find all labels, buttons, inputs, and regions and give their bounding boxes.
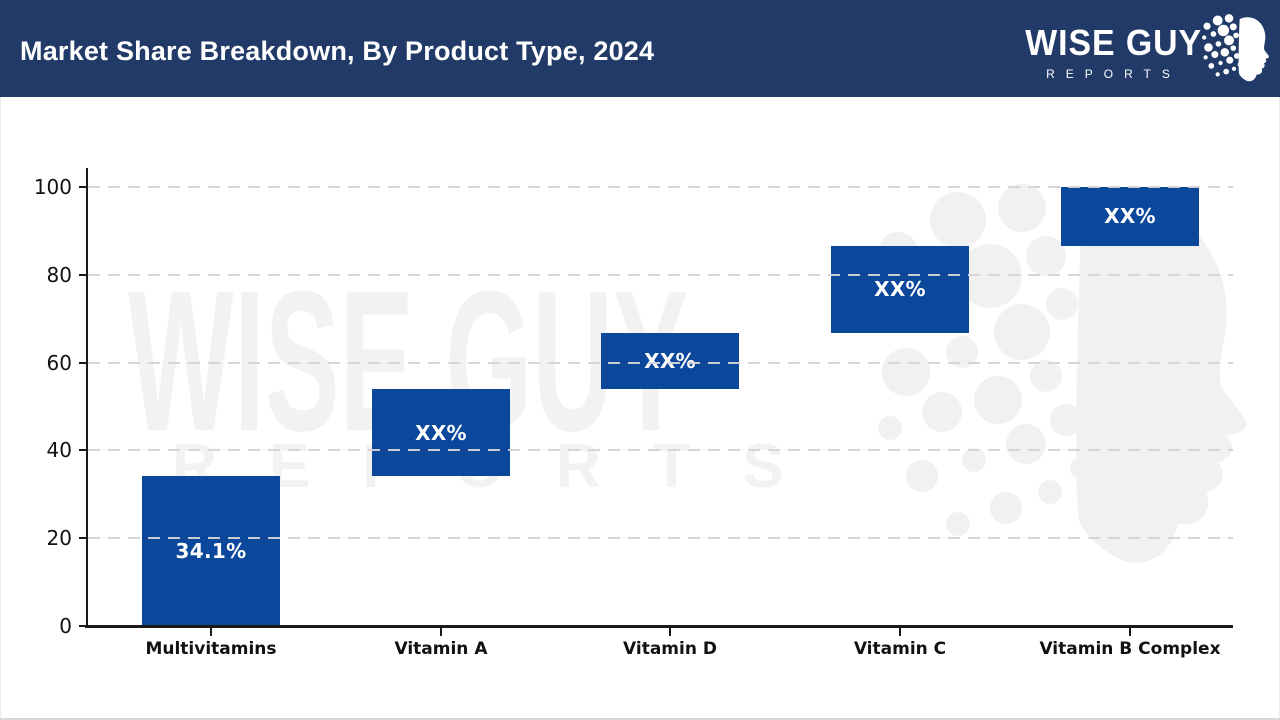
wise-guy-logo: WISE GUY REPORTS	[1004, 8, 1269, 92]
logo-text: WISE GUY REPORTS	[1014, 22, 1202, 81]
bar: 34.1%	[142, 476, 280, 626]
x-category-label: Vitamin B Complex	[1039, 639, 1221, 659]
page-title: Market Share Breakdown, By Product Type,…	[20, 36, 655, 66]
x-axis-line	[85, 625, 1233, 628]
footer-divider-line	[0, 718, 1280, 720]
bar-value-label: XX%	[415, 420, 467, 445]
bar-value-label: XX%	[1104, 204, 1156, 229]
y-tick-label: 40	[46, 438, 72, 463]
x-category-label: Vitamin C	[853, 639, 947, 659]
y-tick	[79, 361, 86, 364]
y-tick-label: 80	[46, 262, 72, 287]
y-axis-line	[86, 168, 88, 628]
x-category-label: Vitamin D	[623, 639, 717, 659]
dotted-head-icon	[1202, 14, 1269, 82]
bar-value-label: 34.1%	[175, 539, 247, 564]
header-bar: Market Share Breakdown, By Product Type,…	[0, 0, 1280, 97]
x-tick	[899, 628, 901, 636]
y-tick-label: 20	[46, 526, 72, 551]
watermark-dotted-head	[870, 184, 1247, 563]
x-tick	[669, 628, 671, 636]
x-category-label: Multivitamins	[145, 639, 277, 659]
y-tick	[79, 449, 86, 452]
y-tick-label: 60	[46, 350, 72, 375]
y-tick	[79, 186, 86, 188]
bar-value-label: XX%	[644, 349, 696, 374]
gridline	[88, 186, 1233, 188]
x-tick	[1129, 628, 1131, 636]
bar-value-label: XX%	[874, 277, 926, 302]
y-tick-label: 100	[33, 175, 72, 199]
bar: XX%	[372, 388, 510, 477]
bar: XX%	[601, 333, 739, 389]
y-tick	[79, 273, 86, 276]
gridline	[88, 361, 1233, 364]
gridline	[88, 537, 1233, 540]
chart-area: 34.1% XX% XX% XX% XX% 0 20 40 60 80 100 Multivitami…	[0, 97, 1280, 720]
bar: XX%	[831, 245, 969, 334]
x-tick	[210, 628, 212, 636]
y-tick	[79, 537, 86, 540]
y-tick-label: 0	[59, 614, 72, 638]
logo-subtext: REPORTS	[1046, 67, 1181, 81]
y-tick	[79, 625, 86, 627]
gridline	[88, 273, 1233, 276]
gridline	[88, 449, 1233, 452]
bar: XX%	[1061, 187, 1199, 246]
x-category-label: Vitamin A	[394, 639, 488, 659]
logo-wordmark: WISE GUY	[1025, 22, 1202, 63]
x-tick	[440, 628, 442, 636]
